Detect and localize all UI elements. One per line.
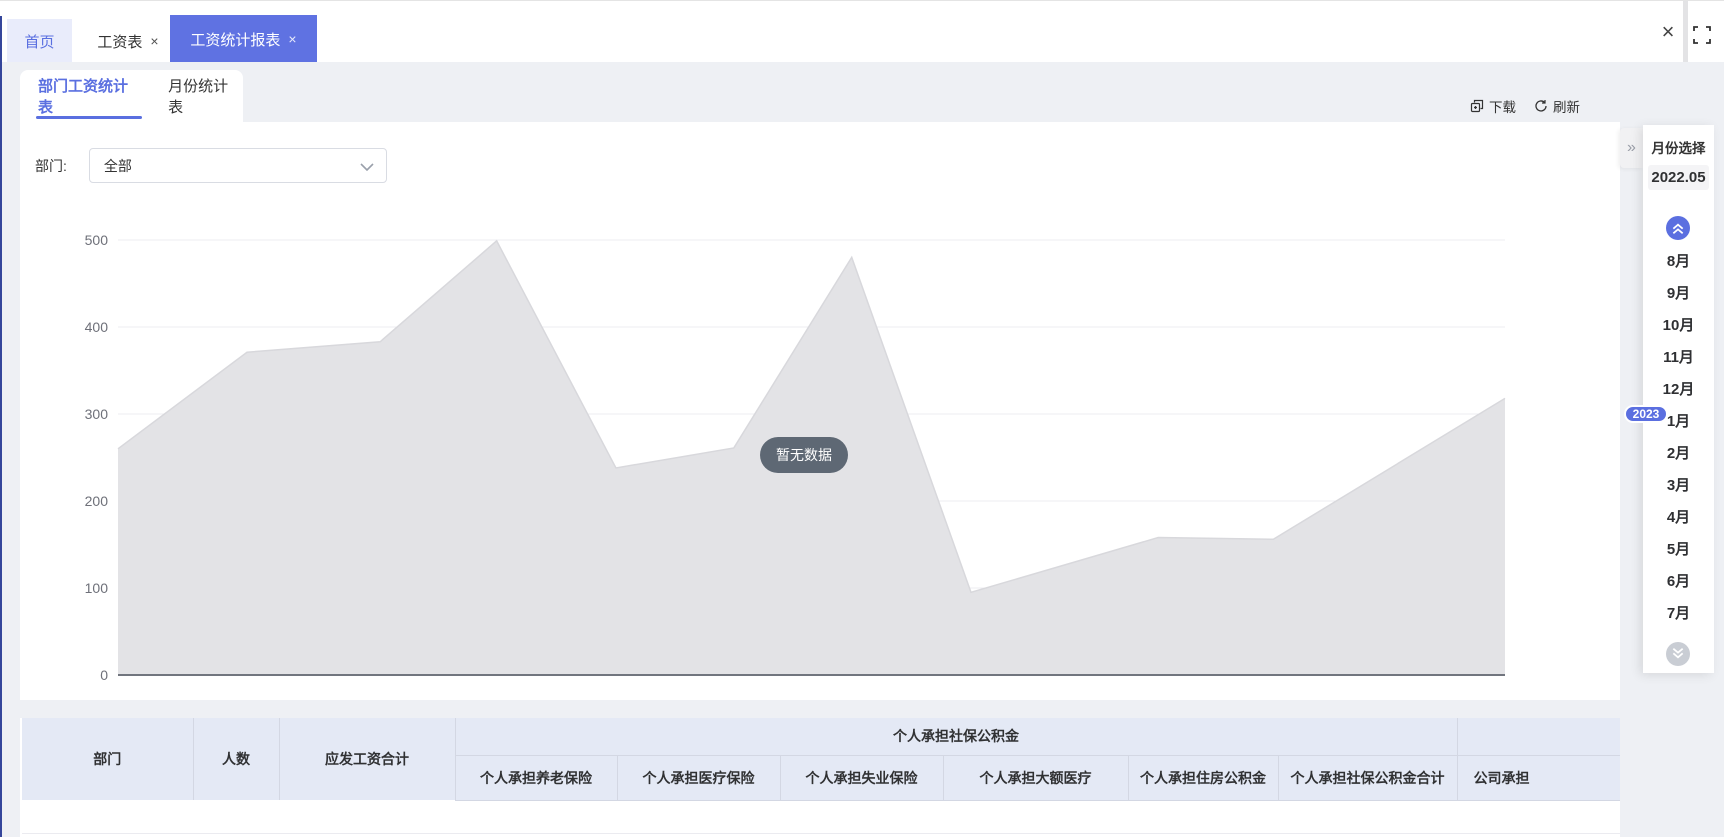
window-tab-label: 首页 <box>24 33 55 51</box>
month-item[interactable]: 12月 <box>1662 381 1695 398</box>
double-chevron-down-icon <box>1672 648 1684 659</box>
window-tab-label: 工资统计报表 <box>190 31 281 49</box>
month-item[interactable]: 7月 <box>1666 605 1691 622</box>
table-header-sub-2: 个人承担医疗保险 <box>617 755 781 801</box>
double-chevron-right-icon: » <box>1627 139 1636 156</box>
refresh-button[interactable]: 刷新 <box>1534 96 1580 116</box>
table-header-main-3: 应发工资合计 <box>279 718 456 800</box>
summary-table: 部门 人数 应发工资合计 个人承担社保公积金 个人承担养老保险 个人承担医疗保险 个人承担失… <box>22 718 1621 834</box>
topbar-divider <box>1683 1 1688 63</box>
year-badge: 2023 <box>1624 405 1668 423</box>
department-filter-row: 部门: 全部 <box>35 148 387 183</box>
window-tabs: 首页 工资表 × 工资统计报表 × <box>0 1 317 63</box>
panel-collapse-button[interactable]: » <box>1620 128 1643 168</box>
svg-text:500: 500 <box>85 232 109 248</box>
window-tab-2[interactable]: 工资表 × <box>88 19 168 63</box>
content-area: 部门工资统计表 月份统计表 下载 刷新 <box>0 62 1724 837</box>
table-header-sub-3: 个人承担失业保险 <box>780 755 944 801</box>
tab-close-icon[interactable]: × <box>150 33 159 49</box>
table-empty-row <box>22 800 1621 834</box>
window-tab-label: 工资表 <box>97 33 143 51</box>
svg-text:300: 300 <box>85 406 109 422</box>
svg-text:200: 200 <box>85 493 109 509</box>
subtab-1[interactable]: 部门工资统计表 <box>36 70 143 122</box>
download-icon <box>1470 99 1484 113</box>
svg-text:400: 400 <box>85 319 109 335</box>
refresh-label: 刷新 <box>1553 100 1580 115</box>
close-icon[interactable]: × <box>1661 19 1675 44</box>
department-filter-label: 部门: <box>35 157 67 174</box>
table-header-main-1: 部门 <box>22 718 194 800</box>
month-item[interactable]: 10月 <box>1662 317 1695 334</box>
svg-text:0: 0 <box>100 667 108 683</box>
left-accent-edge <box>0 16 2 837</box>
window-tab-bar: 首页 工资表 × 工资统计报表 × × <box>0 0 1724 63</box>
month-item[interactable]: 1月 <box>1666 413 1691 430</box>
month-item[interactable]: 6月 <box>1666 573 1691 590</box>
month-item[interactable]: 5月 <box>1666 541 1691 558</box>
month-item[interactable]: 9月 <box>1666 285 1691 302</box>
download-label: 下载 <box>1489 100 1516 115</box>
month-select-panel: 月份选择 2022.05 8月 9月 10月 11月 12月 1月 2月 3月 4月 5月 6月 7月 <box>1643 125 1714 673</box>
table-header-group-trailing <box>1457 718 1621 756</box>
department-salary-chart-card: 部门: 全部 0 100 200 300 400 500 暂无数据 <box>20 122 1620 700</box>
table-header-sub-1: 个人承担养老保险 <box>455 755 618 801</box>
month-item[interactable]: 3月 <box>1666 477 1691 494</box>
department-select[interactable]: 全部 <box>88 148 387 183</box>
month-item[interactable]: 4月 <box>1666 509 1691 526</box>
chart-toolbar: 下载 刷新 <box>1470 95 1580 117</box>
svg-text:100: 100 <box>85 580 109 596</box>
scroll-months-down-button[interactable] <box>1666 642 1690 666</box>
table-header-group: 个人承担社保公积金 <box>455 718 1458 756</box>
window-tab-1[interactable]: 首页 <box>7 19 72 63</box>
scroll-months-up-button[interactable] <box>1666 216 1690 240</box>
current-month-value[interactable]: 2022.05 <box>1648 165 1709 190</box>
month-panel-title: 月份选择 <box>1651 141 1706 156</box>
month-list: 8月 9月 10月 11月 12月 1月 2月 3月 4月 5月 6月 7月 <box>1643 246 1714 630</box>
month-item[interactable]: 11月 <box>1663 349 1694 366</box>
area-chart: 0 100 200 300 400 500 <box>85 232 1506 683</box>
no-data-badge: 暂无数据 <box>760 437 848 473</box>
subtab-2[interactable]: 月份统计表 <box>168 78 229 116</box>
month-item[interactable]: 8月 <box>1666 253 1691 270</box>
fullscreen-icon[interactable] <box>1692 25 1712 45</box>
window-tab-3[interactable]: 工资统计报表 × <box>170 15 317 63</box>
table-header-main-2: 人数 <box>193 718 280 800</box>
report-subtabs: 部门工资统计表 月份统计表 <box>20 70 243 122</box>
refresh-icon <box>1534 99 1548 113</box>
table-header-sub-4: 个人承担大额医疗 <box>943 755 1129 801</box>
table-header-sub-5: 个人承担住房公积金 <box>1128 755 1279 801</box>
tab-close-icon[interactable]: × <box>288 31 297 47</box>
table-header-sub-6: 个人承担社保公积金合计 <box>1278 755 1458 801</box>
chevron-down-icon <box>360 163 374 171</box>
double-chevron-up-icon <box>1672 223 1684 234</box>
month-item[interactable]: 2月 <box>1666 445 1691 462</box>
download-button[interactable]: 下载 <box>1470 96 1516 116</box>
summary-table-card: 部门 人数 应发工资合计 个人承担社保公积金 个人承担养老保险 个人承担医疗保险 个人承担失… <box>20 718 1621 837</box>
table-header-trailing: 公司承担 <box>1457 755 1621 801</box>
department-select-value: 全部 <box>103 157 132 174</box>
